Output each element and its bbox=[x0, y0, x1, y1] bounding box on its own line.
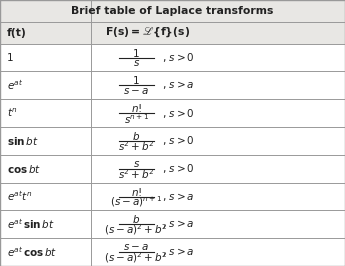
Text: , $s>0$: , $s>0$ bbox=[162, 107, 195, 120]
Text: $e^{at}\,\mathbf{cos}\,bt$: $e^{at}\,\mathbf{cos}\,bt$ bbox=[7, 245, 57, 259]
Text: , $s>a$: , $s>a$ bbox=[162, 190, 195, 202]
Bar bbox=[0, 238, 345, 266]
Text: $\mathbf{sin}\,bt$: $\mathbf{sin}\,bt$ bbox=[7, 135, 39, 147]
Text: $\mathbf{F(s) = \mathscr{L}\{f\}(s)}$: $\mathbf{F(s) = \mathscr{L}\{f\}(s)}$ bbox=[105, 26, 190, 39]
Text: , $s>0$: , $s>0$ bbox=[162, 51, 195, 64]
Text: , $s>a$: , $s>a$ bbox=[162, 218, 195, 230]
Bar bbox=[0, 155, 345, 182]
Text: $s$: $s$ bbox=[133, 58, 140, 68]
Bar bbox=[0, 22, 345, 44]
Text: Brief table of Laplace transforms: Brief table of Laplace transforms bbox=[71, 6, 274, 16]
Text: $s^2+b^2$: $s^2+b^2$ bbox=[118, 140, 155, 153]
Text: $1$: $1$ bbox=[132, 74, 140, 86]
Text: , $s>0$: , $s>0$ bbox=[162, 162, 195, 175]
Bar bbox=[0, 71, 345, 99]
Text: f(t): f(t) bbox=[7, 28, 27, 38]
Bar bbox=[0, 0, 345, 22]
Text: $s$: $s$ bbox=[133, 159, 140, 169]
Text: $t^{n}$: $t^{n}$ bbox=[7, 107, 18, 119]
Bar bbox=[0, 182, 345, 210]
Text: $e^{at}t^{n}$: $e^{at}t^{n}$ bbox=[7, 190, 32, 203]
Text: , $s>0$: , $s>0$ bbox=[162, 134, 195, 147]
Text: $(s-a)^2+b^2$: $(s-a)^2+b^2$ bbox=[105, 250, 168, 265]
Text: , $s>a$: , $s>a$ bbox=[162, 246, 195, 258]
Text: $(s-a)^2+b^2$: $(s-a)^2+b^2$ bbox=[105, 222, 168, 237]
Text: $(s-a)^{n+1}$: $(s-a)^{n+1}$ bbox=[110, 195, 162, 209]
Text: $s-a$: $s-a$ bbox=[124, 86, 149, 96]
Bar bbox=[0, 210, 345, 238]
Text: $s-a$: $s-a$ bbox=[124, 242, 149, 252]
Text: 1: 1 bbox=[7, 52, 13, 63]
Text: $\mathbf{cos}\,bt$: $\mathbf{cos}\,bt$ bbox=[7, 163, 41, 175]
Text: $1$: $1$ bbox=[132, 47, 140, 59]
Text: $n!$: $n!$ bbox=[131, 102, 142, 114]
Text: , $s>a$: , $s>a$ bbox=[162, 79, 195, 91]
Text: $s^{n+1}$: $s^{n+1}$ bbox=[124, 112, 149, 126]
Text: $b$: $b$ bbox=[132, 213, 140, 225]
Text: $n!$: $n!$ bbox=[131, 185, 142, 197]
Text: $e^{at}$: $e^{at}$ bbox=[7, 78, 23, 92]
Bar bbox=[0, 99, 345, 127]
Text: $s^2+b^2$: $s^2+b^2$ bbox=[118, 167, 155, 181]
Bar bbox=[0, 44, 345, 71]
Bar bbox=[0, 127, 345, 155]
Text: $e^{at}\,\mathbf{sin}\,bt$: $e^{at}\,\mathbf{sin}\,bt$ bbox=[7, 217, 55, 231]
Text: $b$: $b$ bbox=[132, 130, 140, 142]
